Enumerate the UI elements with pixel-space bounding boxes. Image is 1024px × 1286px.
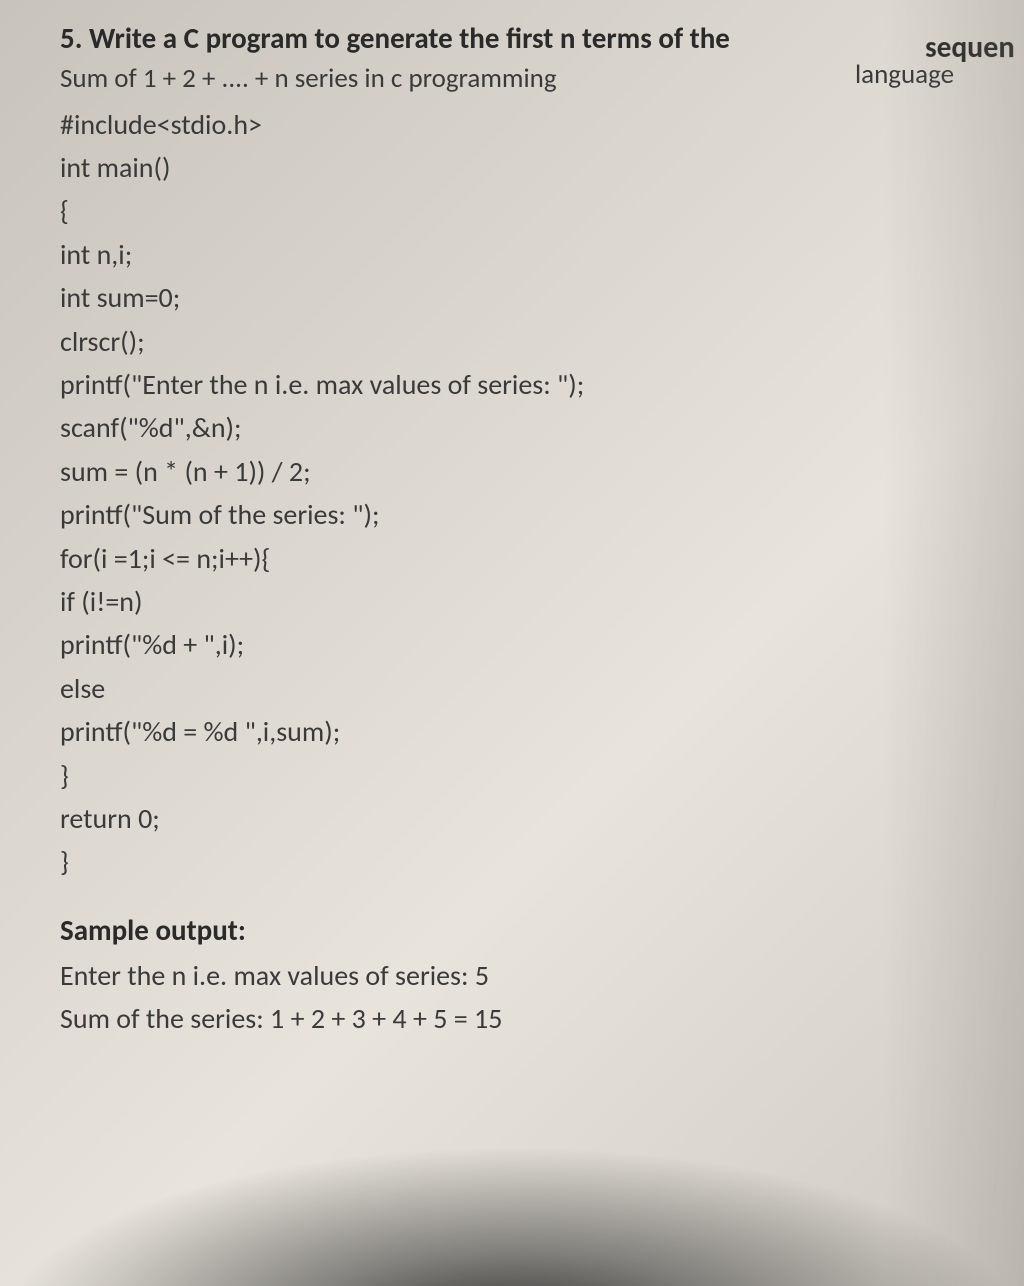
subtitle-part1: Sum of 1 + 2 + .... + n series in c prog… bbox=[60, 62, 557, 95]
sample-output-heading: Sample output: bbox=[60, 912, 984, 948]
code-line: else bbox=[60, 667, 984, 710]
code-line: printf("%d = %d ",i,sum); bbox=[60, 710, 984, 753]
question-subtitle: Sum of 1 + 2 + .... + n series in c prog… bbox=[60, 62, 984, 95]
code-line: clrscr(); bbox=[60, 320, 984, 363]
code-line: printf("Sum of the series: "); bbox=[60, 493, 984, 536]
code-line: return 0; bbox=[60, 797, 984, 840]
sample-output-line: Sum of the series: 1 + 2 + 3 + 4 + 5 = 1… bbox=[60, 997, 984, 1040]
code-line: int main() bbox=[60, 146, 984, 189]
code-line: int sum=0; bbox=[60, 276, 984, 319]
code-line: } bbox=[60, 754, 984, 797]
code-line: scanf("%d",&n); bbox=[60, 406, 984, 449]
code-line: { bbox=[60, 189, 984, 232]
code-line: if (i!=n) bbox=[60, 580, 984, 623]
code-line: printf("Enter the n i.e. max values of s… bbox=[60, 363, 984, 406]
question-title: 5. Write a C program to generate the fir… bbox=[60, 20, 984, 58]
code-line: for(i =1;i <= n;i++){ bbox=[60, 537, 984, 580]
code-line: } bbox=[60, 840, 984, 883]
document-page: 5. Write a C program to generate the fir… bbox=[60, 20, 984, 1041]
code-line: #include<stdio.h> bbox=[60, 103, 984, 146]
subtitle-part2: language bbox=[855, 58, 954, 91]
code-line: int n,i; bbox=[60, 233, 984, 276]
question-number: 5. bbox=[60, 20, 82, 56]
code-line: printf("%d + ",i); bbox=[60, 623, 984, 666]
question-title-part1: Write a C program to generate the first … bbox=[89, 20, 730, 56]
page-shadow-bottom bbox=[0, 1146, 1024, 1286]
code-block: #include<stdio.h> int main() { int n,i; … bbox=[60, 103, 984, 884]
code-line: sum = (n * (n + 1)) / 2; bbox=[60, 450, 984, 493]
sample-output-line: Enter the n i.e. max values of series: 5 bbox=[60, 954, 984, 997]
